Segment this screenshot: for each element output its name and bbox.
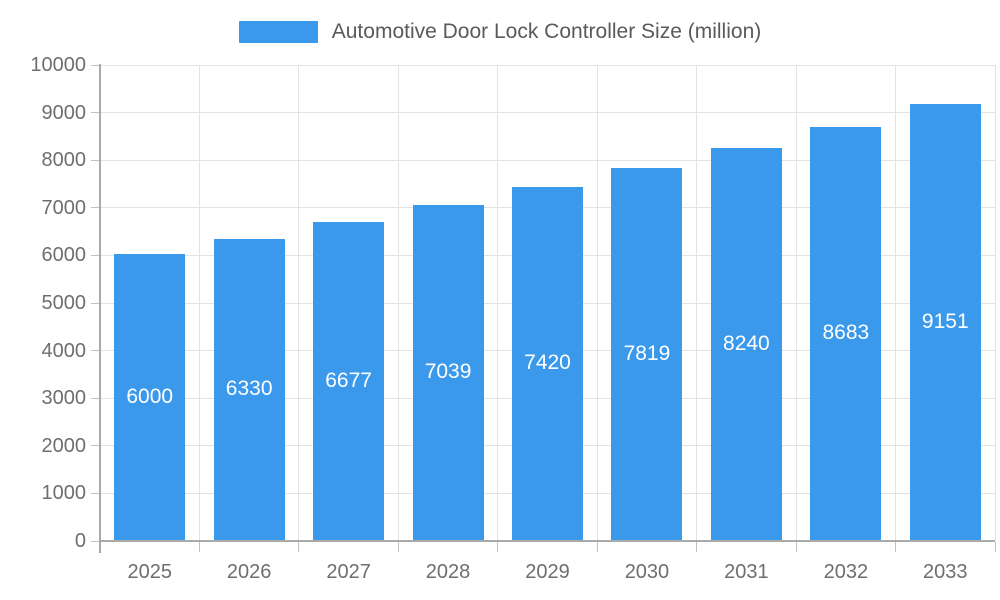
x-axis-tick (994, 542, 996, 552)
bar-value-label: 6330 (225, 377, 273, 401)
x-axis-tick (696, 542, 698, 552)
x-axis-label-2026: 2026 (226, 561, 272, 583)
x-axis-tick (497, 542, 499, 552)
v-gridline (497, 65, 499, 541)
x-axis-tick (198, 542, 200, 552)
x-axis-label-2029: 2029 (525, 561, 570, 583)
legend-swatch (238, 21, 318, 43)
y-axis-label: 2000 (41, 434, 87, 457)
x-axis-tick (895, 542, 897, 552)
x-axis-tick (795, 542, 797, 552)
v-gridline (198, 65, 200, 541)
y-axis-label: 3000 (41, 387, 87, 410)
y-axis-label: 0 (74, 530, 86, 552)
x-axis-line (99, 540, 995, 542)
bar-2033[interactable]: 9151 (909, 104, 981, 540)
y-axis-label: 9000 (41, 101, 87, 124)
bar-value-label: 7420 (524, 351, 571, 375)
y-axis-tick (91, 445, 99, 447)
x-axis-label-2030: 2030 (624, 561, 670, 583)
v-gridline (397, 65, 399, 541)
y-axis-tick (91, 350, 99, 352)
x-axis-label-2027: 2027 (326, 561, 371, 583)
y-axis-label: 7000 (41, 196, 87, 219)
x-axis-label-2033: 2033 (923, 561, 968, 583)
y-axis-tick (91, 112, 99, 114)
y-axis-label: 1000 (41, 482, 87, 505)
x-axis-tick (596, 542, 598, 552)
bar-2030[interactable]: 7819 (611, 167, 683, 540)
bar-value-label: 9151 (921, 310, 969, 334)
v-gridline (795, 65, 797, 541)
bar-value-label: 6000 (126, 385, 174, 409)
bar-2028[interactable]: 7039 (412, 204, 484, 540)
x-axis-label-2031: 2031 (724, 561, 769, 583)
y-axis-tick (91, 207, 99, 209)
h-gridline (100, 159, 995, 161)
h-gridline (100, 112, 995, 114)
y-axis-tick (91, 64, 99, 66)
bar-value-label: 7039 (424, 360, 472, 384)
v-gridline (994, 65, 996, 541)
chart-legend-item[interactable]: Automotive Door Lock Controller Size (mi… (0, 21, 1000, 43)
x-axis-tick (397, 542, 399, 552)
y-axis-tick (91, 397, 99, 399)
x-axis-tick (298, 542, 300, 552)
v-gridline (895, 65, 897, 541)
bar-2027[interactable]: 6677 (313, 222, 385, 540)
y-axis-label: 5000 (41, 292, 87, 314)
h-gridline (100, 64, 995, 66)
y-axis-tick (91, 254, 99, 256)
v-gridline (596, 65, 598, 541)
y-axis-tick (91, 540, 99, 542)
bar-2025[interactable]: 6000 (114, 254, 186, 540)
y-axis-label: 4000 (41, 339, 87, 362)
x-axis-label-2032: 2032 (823, 561, 869, 583)
y-axis-label: 10000 (30, 54, 86, 76)
v-gridline (298, 65, 300, 541)
bar-value-label: 8683 (822, 321, 870, 345)
legend-label: Automotive Door Lock Controller Size (mi… (331, 20, 762, 43)
x-axis-label-2028: 2028 (425, 561, 471, 583)
bar-value-label: 7819 (623, 341, 671, 365)
bar-2029[interactable]: 7420 (512, 186, 583, 540)
y-axis-tick (91, 159, 99, 161)
x-axis-label-2025: 2025 (127, 561, 172, 583)
bar-2026[interactable]: 6330 (213, 238, 285, 540)
y-axis-label: 6000 (41, 244, 87, 267)
y-axis-tick (91, 492, 99, 494)
bar-2031[interactable]: 8240 (710, 147, 782, 540)
bar-value-label: 6677 (325, 369, 372, 393)
bar-value-label: 8240 (723, 331, 770, 355)
y-axis-tick (91, 302, 99, 304)
v-gridline (696, 65, 698, 541)
bar-2032[interactable]: 8683 (810, 126, 882, 540)
y-axis-label: 8000 (41, 149, 87, 172)
y-axis-line (99, 64, 101, 553)
